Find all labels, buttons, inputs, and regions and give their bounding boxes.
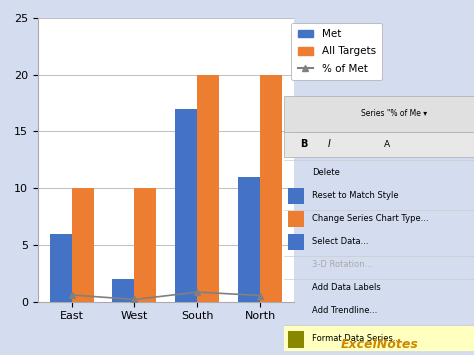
Text: Add Data Labels: Add Data Labels	[312, 283, 381, 292]
Text: Reset to Match Style: Reset to Match Style	[312, 191, 399, 200]
Text: Delete: Delete	[312, 168, 340, 177]
FancyBboxPatch shape	[284, 96, 474, 132]
Text: Series "% of Me ▾: Series "% of Me ▾	[361, 109, 427, 118]
Text: Select Data...: Select Data...	[312, 237, 369, 246]
FancyBboxPatch shape	[288, 234, 304, 251]
Text: B: B	[301, 140, 308, 149]
FancyBboxPatch shape	[284, 132, 474, 157]
Bar	[112, 279, 135, 302]
FancyBboxPatch shape	[288, 211, 304, 228]
Bar	[238, 177, 260, 302]
Bar	[50, 234, 72, 302]
Bar	[135, 188, 156, 302]
Text: I: I	[328, 140, 331, 149]
FancyBboxPatch shape	[288, 188, 304, 204]
Text: Change Series Chart Type...: Change Series Chart Type...	[312, 214, 429, 223]
Text: Format Data Series...: Format Data Series...	[312, 334, 401, 343]
Bar	[260, 75, 282, 302]
Text: Add Trendline...: Add Trendline...	[312, 306, 378, 315]
FancyBboxPatch shape	[288, 331, 304, 348]
Text: 3-D Rotation...: 3-D Rotation...	[312, 260, 373, 269]
Bar	[175, 109, 197, 302]
Text: ExcelNotes: ExcelNotes	[340, 338, 418, 351]
Text: A: A	[384, 140, 390, 149]
FancyBboxPatch shape	[284, 326, 474, 351]
Bar	[197, 75, 219, 302]
Legend: Met, All Targets, % of Met: Met, All Targets, % of Met	[292, 23, 382, 80]
Bar	[72, 188, 93, 302]
